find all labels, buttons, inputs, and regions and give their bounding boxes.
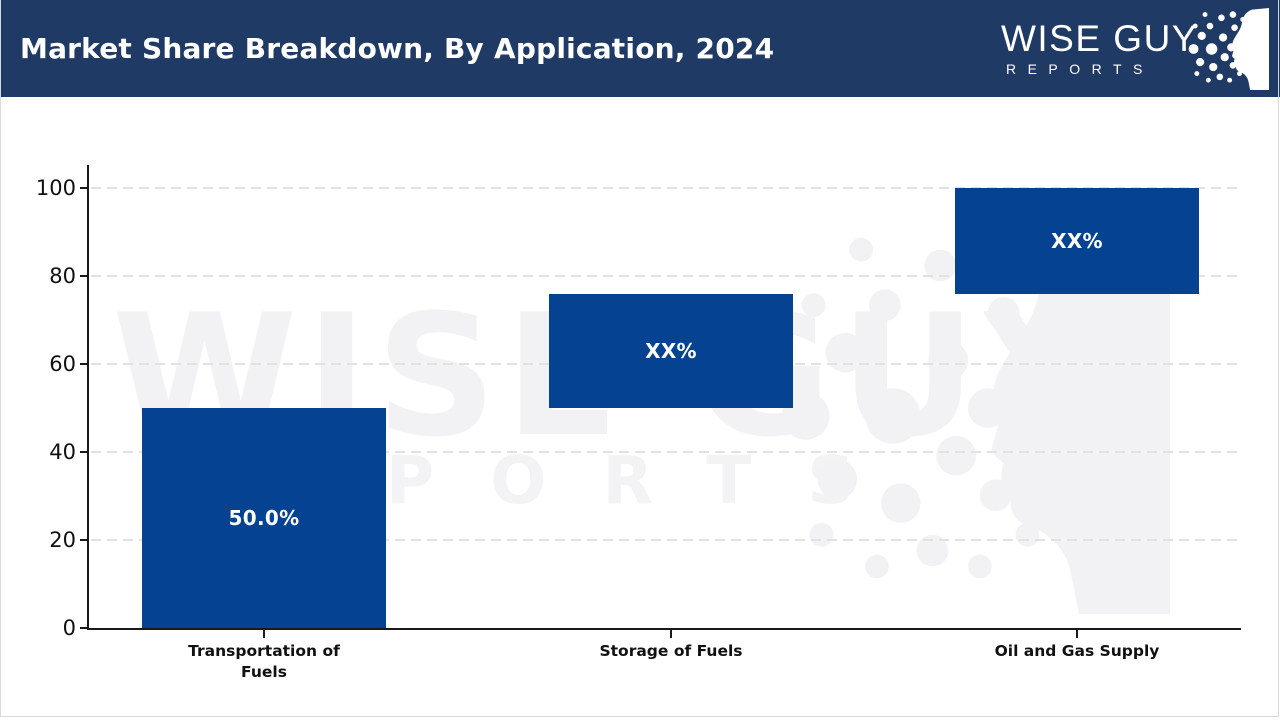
page-title: Market Share Breakdown, By Application, …	[20, 32, 775, 65]
y-tick-label: 40	[49, 440, 76, 464]
y-gridline	[91, 451, 1241, 453]
logo-text: WISE GUY REPORTS	[1001, 20, 1198, 77]
header-bar: Market Share Breakdown, By Application, …	[0, 0, 1280, 97]
logo-wordmark: WISE GUY	[1000, 18, 1198, 59]
y-tick	[80, 187, 89, 189]
y-tick-label: 60	[49, 352, 76, 376]
bar-value-label: 50.0%	[228, 506, 300, 530]
x-axis-line	[87, 628, 1241, 630]
logo-subtitle: REPORTS	[1005, 61, 1154, 77]
y-tick-label: 0	[62, 616, 76, 640]
bar-segment: XX%	[549, 293, 793, 408]
y-gridline	[91, 539, 1241, 541]
bar-value-label: XX%	[645, 338, 697, 363]
y-tick-label: 100	[35, 176, 76, 200]
bar-segment: 50.0%	[142, 408, 386, 628]
y-axis-line	[87, 165, 89, 630]
y-tick	[80, 627, 89, 629]
wise-guy-logo: WISE GUY REPORTS	[1001, 7, 1270, 90]
y-tick-label: 80	[49, 264, 76, 288]
y-gridline	[91, 187, 1241, 189]
y-tick	[80, 451, 89, 453]
x-category-label: Storage of Fuels	[599, 642, 743, 660]
x-tick	[263, 630, 265, 638]
y-tick	[80, 275, 89, 277]
x-tick	[1076, 630, 1078, 638]
y-gridline	[91, 275, 1241, 277]
wise-guy-head-icon	[1188, 7, 1269, 90]
x-category-label: Transportation of Fuels	[188, 642, 340, 681]
y-tick	[80, 539, 89, 541]
y-tick-label: 20	[49, 528, 76, 552]
y-tick	[80, 363, 89, 365]
bar-value-label: XX%	[1051, 228, 1103, 253]
x-category-label: Oil and Gas Supply	[994, 642, 1160, 660]
bar-segment: XX%	[955, 188, 1199, 294]
x-tick	[670, 630, 672, 638]
